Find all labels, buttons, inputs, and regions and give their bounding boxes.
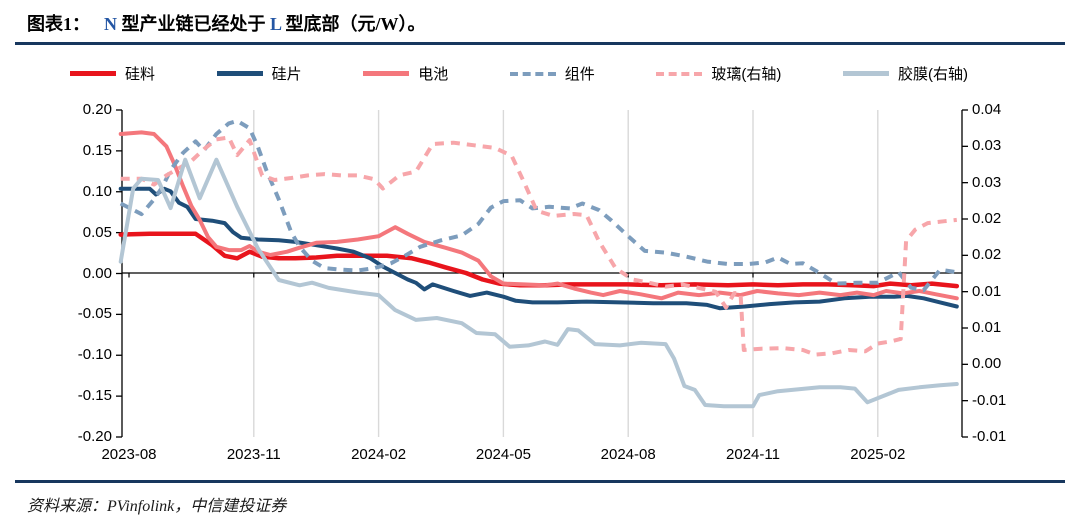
legend-label-guiliao: 硅料 (125, 66, 156, 83)
left-axis-label-8: -0.20 (77, 428, 112, 445)
x-axis-label-1: 2023-11 (226, 446, 281, 463)
legend-label-dianchi: 电池 (418, 66, 449, 83)
legend-label-boli: 玻璃(右轴) (711, 66, 782, 83)
left-axis-label-4: 0.00 (82, 264, 112, 282)
right-axis-label-9: -0.01 (972, 428, 1007, 445)
chart-legend: 硅料 硅片 电池 组件 玻璃(右轴) 胶膜(右轴) (70, 63, 968, 84)
series-line-jiaomo (118, 157, 959, 409)
title-letter-n: N (104, 14, 117, 34)
right-axis-label-1: 0.03 (972, 137, 1002, 155)
left-axis-label-1: 0.15 (82, 141, 112, 159)
x-axis-label-5: 2024-11 (726, 446, 780, 463)
legend-swatch-guipian (216, 71, 263, 76)
title-letter-l: L (270, 14, 282, 34)
title-text-1: 型产业链已经处于 (117, 14, 270, 34)
legend-item-guipian: 硅片 (216, 63, 302, 84)
source-note: 资料来源：PVinfolink，中信建投证券 (27, 498, 287, 515)
x-axis-label-4: 2024-08 (600, 446, 656, 463)
legend-label-jiaomo: 胶膜(右轴) (897, 66, 968, 83)
left-axis-label-3: 0.05 (82, 223, 112, 241)
left-axis-label-5: -0.05 (77, 305, 112, 323)
series-line-dianchi (118, 130, 959, 301)
left-axis-label-0: 0.20 (82, 101, 112, 118)
right-axis-label-0: 0.04 (972, 101, 1002, 118)
legend-item-jiaomo: 胶膜(右轴) (842, 63, 968, 84)
legend-item-dianchi: 电池 (363, 63, 448, 84)
legend-item-zujian: 组件 (509, 63, 595, 84)
right-axis-label-2: 0.03 (972, 173, 1002, 191)
title-text-2: 型底部（元/W）。 (281, 14, 426, 34)
legend-swatch-dianchi (363, 71, 410, 76)
legend-swatch-zujian (509, 71, 556, 76)
x-axis-label-6: 2025-02 (850, 446, 906, 463)
right-axis-label-6: 0.01 (972, 319, 1002, 336)
title-divider (15, 42, 1065, 45)
right-axis-label-8: -0.01 (972, 391, 1007, 409)
right-axis-label-5: 0.01 (972, 282, 1002, 300)
right-axis-label-3: 0.02 (972, 210, 1002, 227)
left-axis-label-6: -0.10 (77, 346, 112, 364)
legend-swatch-boli (656, 71, 703, 76)
legend-label-zujian: 组件 (564, 66, 595, 83)
left-axis-label-2: 0.10 (82, 182, 112, 200)
figure-label: 图表1： (27, 14, 90, 34)
x-axis-label-3: 2024-05 (475, 446, 531, 463)
legend-item-boli: 玻璃(右轴) (656, 63, 781, 84)
figure-title: 图表1： N 型产业链已经处于 L 型底部（元/W）。 (27, 10, 426, 36)
legend-swatch-guiliao (70, 71, 116, 76)
right-axis-label-7: 0.00 (972, 355, 1002, 373)
left-axis-label-7: -0.15 (77, 387, 112, 405)
legend-swatch-jiaomo (842, 71, 889, 76)
series-line-boli (120, 135, 958, 357)
right-axis-label-4: 0.02 (972, 246, 1002, 264)
footer-divider (15, 480, 1065, 483)
legend-label-guipian: 硅片 (271, 66, 302, 83)
series-line-guipian (118, 186, 959, 311)
series-line-zujian (119, 118, 958, 293)
series-line-guiliao (118, 231, 960, 289)
x-axis-label-2: 2024-02 (351, 446, 407, 463)
x-axis-label-0: 2023-08 (101, 446, 157, 463)
legend-item-guiliao: 硅料 (70, 63, 155, 84)
